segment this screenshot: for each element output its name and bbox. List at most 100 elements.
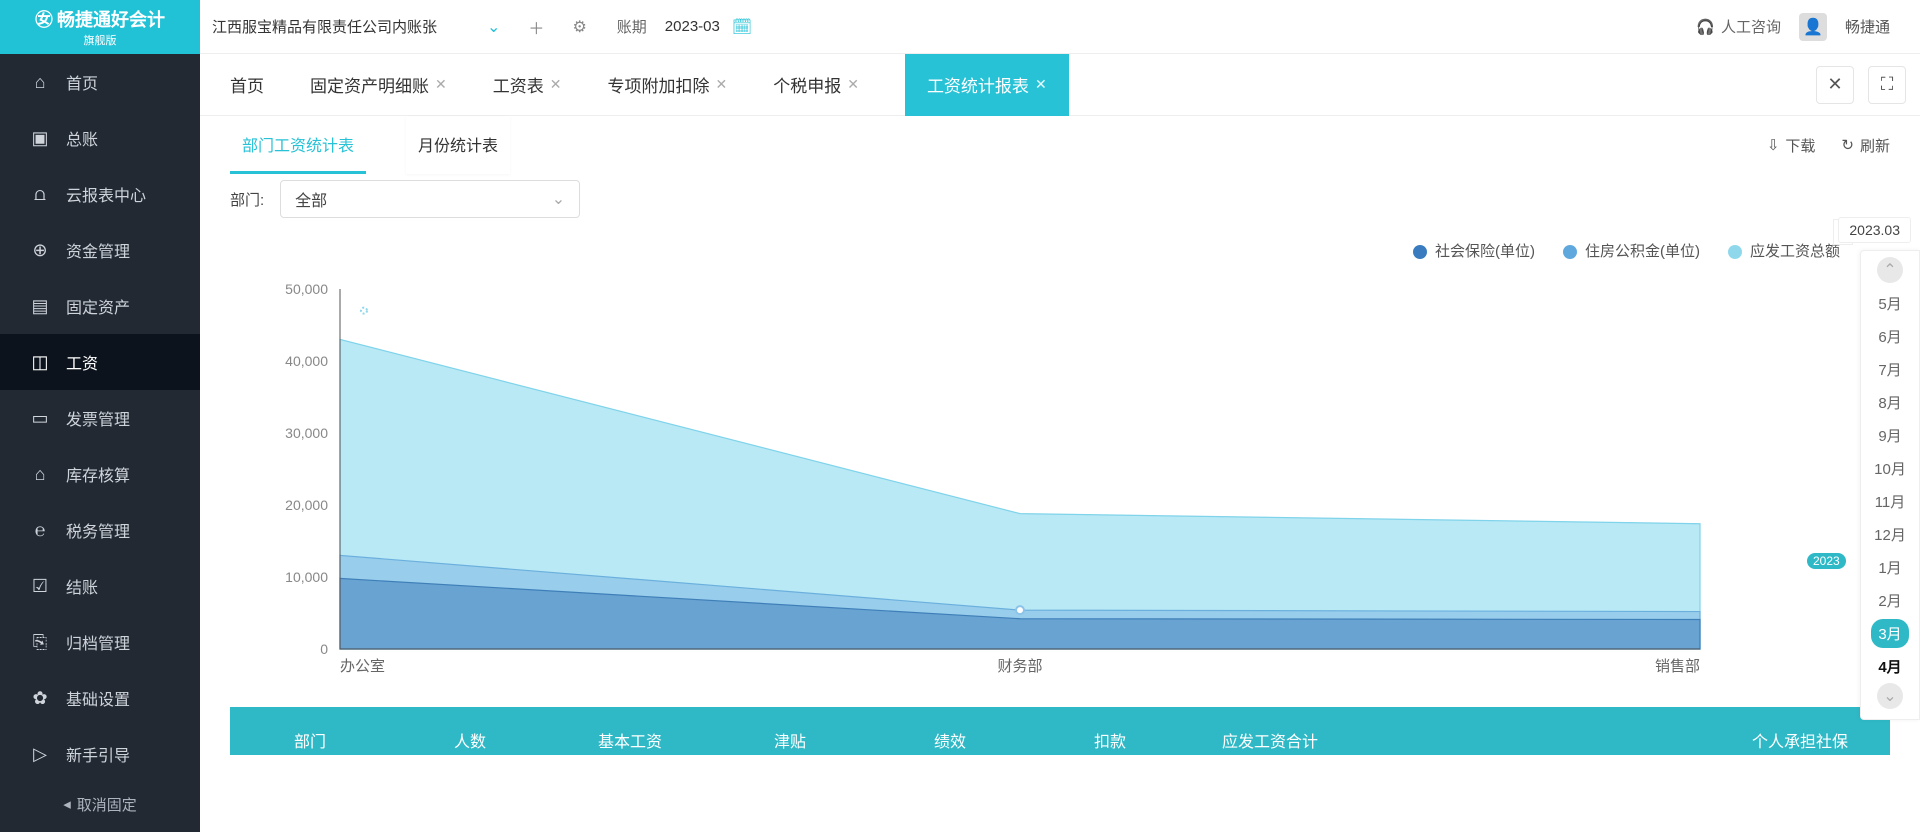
dept-filter-label: 部门: — [230, 189, 264, 210]
tab-个税申报[interactable]: 个税申报✕ — [773, 72, 859, 97]
sidebar-item-工资[interactable]: ◫工资 — [0, 334, 200, 390]
tab-close-icon[interactable]: ✕ — [715, 76, 727, 93]
refresh-button[interactable]: ↻刷新 — [1841, 135, 1890, 156]
sidebar-item-云报表中心[interactable]: ⩍ 云报表中心 — [0, 166, 200, 222]
chart-legend: 社会保险(单位) 住房公积金(单位) 应发工资总额 — [240, 240, 1880, 261]
tabs-row: 首页固定资产明细账✕工资表✕专项附加扣除✕个税申报✕工资统计报表✕ ✕ ⛶ — [200, 54, 1920, 116]
sidebar-icon: ▤ — [30, 296, 50, 317]
logo: ㊛畅捷通好会计 旗舰版 — [0, 0, 200, 54]
tab-固定资产明细账[interactable]: 固定资产明细账✕ — [310, 72, 447, 97]
sidebar-item-首页[interactable]: ⌂首页 — [0, 54, 200, 110]
chart-area: 社会保险(单位)住房公积金(单位)应发工资总额 010,00020,00030,… — [200, 230, 1920, 689]
month-11月[interactable]: 11月 — [1861, 485, 1919, 518]
sidebar-item-发票管理[interactable]: ▭发票管理 — [0, 390, 200, 446]
sidebar-item-新手引导[interactable]: ▷新手引导 — [0, 726, 200, 782]
dept-select-value: 全部 — [295, 187, 327, 211]
legend-swatch — [1413, 245, 1427, 259]
sidebar-label: 归档管理 — [66, 630, 130, 654]
tab-label: 首页 — [230, 72, 264, 97]
logo-subtitle: 旗舰版 — [84, 32, 117, 48]
sidebar-label: 云报表中心 — [66, 182, 146, 206]
sidebar-icon: ✿ — [30, 688, 50, 709]
month-6月[interactable]: 6月 — [1861, 320, 1919, 353]
subtabs-row: 部门工资统计表月份统计表 ⇩下载 ↻刷新 — [200, 116, 1920, 174]
month-5月[interactable]: 5月 — [1861, 287, 1919, 320]
rail-up-icon[interactable]: ⌃ — [1877, 257, 1903, 283]
sidebar-item-固定资产[interactable]: ▤ 固定资产 — [0, 278, 200, 334]
tab-专项附加扣除[interactable]: 专项附加扣除 ✕ — [607, 72, 727, 97]
sidebar-item-库存核算[interactable]: ⌂库存核算 — [0, 446, 200, 502]
table-header-cell: 应发工资合计 — [1190, 728, 1350, 755]
month-7月[interactable]: 7月 — [1861, 353, 1919, 386]
sidebar-item-结账[interactable]: ☑结账 — [0, 558, 200, 614]
month-12月[interactable]: 12月 — [1861, 518, 1919, 551]
legend-item[interactable]: 住房公积金(单位) — [1563, 240, 1700, 261]
rail-down-icon[interactable]: ⌄ — [1877, 683, 1903, 709]
tab-工资统计报表[interactable]: 工资统计报表 ✕ — [905, 54, 1069, 116]
svg-text:20,000: 20,000 — [285, 497, 328, 513]
period-value[interactable]: 2023-03 — [665, 18, 720, 35]
sidebar-icon: ▷ — [30, 744, 50, 765]
month-9月[interactable]: 9月 — [1861, 419, 1919, 452]
legend-item[interactable]: 应发工资总额 — [1728, 240, 1840, 261]
tab-首页[interactable]: 首页 — [230, 72, 264, 97]
tab-label: 工资统计报表 — [927, 72, 1029, 97]
month-10月[interactable]: 10月 — [1861, 452, 1919, 485]
subtab-部门工资统计表[interactable]: 部门工资统计表 — [230, 116, 366, 174]
tab-label: 工资表 — [493, 72, 544, 97]
sidebar-icon: ⊕ — [30, 240, 50, 261]
legend-swatch — [1563, 245, 1577, 259]
sidebar-item-基础设置[interactable]: ✿ 基础设置 — [0, 670, 200, 726]
refresh-label: 刷新 — [1860, 135, 1890, 156]
month-4月[interactable]: 4月 — [1861, 650, 1919, 683]
company-dropdown-icon[interactable]: ⌄ — [487, 17, 500, 37]
sidebar-item-资金管理[interactable]: ⊕资金管理 — [0, 222, 200, 278]
table-header-cell: 津贴 — [710, 728, 870, 755]
month-1月[interactable]: 1月2023 — [1861, 551, 1919, 584]
sidebar-item-总账[interactable]: ▣ 总账 — [0, 110, 200, 166]
sidebar-label: 结账 — [66, 574, 98, 598]
fullscreen-button[interactable]: ⛶ — [1868, 66, 1906, 104]
company-name[interactable]: 江西服宝精品有限责任公司内账张 — [212, 16, 437, 37]
sidebar-icon: ▣ — [30, 128, 50, 149]
month-8月[interactable]: 8月 — [1861, 386, 1919, 419]
dept-select[interactable]: 全部 ⌄ — [280, 180, 580, 218]
year-badge: 2023 — [1807, 553, 1846, 569]
table-header-cell: 个人承担社保 — [1710, 728, 1890, 755]
svg-text:销售部: 销售部 — [1655, 658, 1700, 675]
tab-close-icon[interactable]: ✕ — [847, 76, 859, 93]
tab-close-icon[interactable]: ✕ — [550, 76, 562, 93]
avatar[interactable]: 👤 — [1799, 13, 1827, 41]
month-3月[interactable]: 3月 — [1871, 619, 1909, 648]
sidebar-label: 总账 — [66, 126, 98, 150]
sidebar-icon: ⌂ — [30, 464, 50, 485]
sidebar-item-税务管理[interactable]: ℮税务管理 — [0, 502, 200, 558]
tab-close-icon[interactable]: ✕ — [1035, 76, 1047, 93]
sidebar-item-归档管理[interactable]: ⎘ 归档管理 — [0, 614, 200, 670]
consult-link[interactable]: 🎧人工咨询 — [1696, 16, 1781, 37]
sidebar-label: 基础设置 — [66, 686, 130, 710]
month-2月[interactable]: 2月 — [1861, 584, 1919, 617]
subtab-月份统计表[interactable]: 月份统计表 — [406, 116, 510, 174]
sidebar: ⌂首页 ▣ 总账 ⩍ 云报表中心 ⊕资金管理 ▤ 固定资产 ◫工资▭发票管理⌂库存核算℮税务管理… — [0, 54, 200, 832]
sidebar-label: 固定资产 — [66, 294, 130, 318]
period-label: 账期 — [617, 16, 647, 37]
top-bar: ㊛畅捷通好会计 旗舰版 江西服宝精品有限责任公司内账张 ⌄ ＋ ⚙ 账期 202… — [0, 0, 1920, 54]
tab-label: 专项附加扣除 — [607, 72, 709, 97]
tab-工资表[interactable]: 工资表 ✕ — [493, 72, 562, 97]
sidebar-icon: ⌂ — [30, 72, 50, 93]
gear-icon[interactable]: ⚙ — [572, 17, 586, 37]
chevron-down-icon: ⌄ — [552, 189, 565, 209]
close-tab-button[interactable]: ✕ — [1816, 66, 1854, 104]
legend-item[interactable]: 社会保险(单位) — [1413, 240, 1535, 261]
sidebar-pin[interactable]: ◂取消固定 — [0, 782, 200, 826]
calendar-icon[interactable]: 🗓 — [732, 17, 752, 37]
sidebar-icon: ⩍ — [30, 184, 50, 205]
username[interactable]: 畅捷通 — [1845, 16, 1890, 37]
pin-label: 取消固定 — [77, 794, 137, 815]
sidebar-icon: ⎘ — [30, 632, 50, 653]
add-icon[interactable]: ＋ — [528, 15, 544, 39]
svg-text:0: 0 — [320, 641, 328, 657]
tab-close-icon[interactable]: ✕ — [435, 76, 447, 93]
download-button[interactable]: ⇩下载 — [1767, 135, 1816, 156]
